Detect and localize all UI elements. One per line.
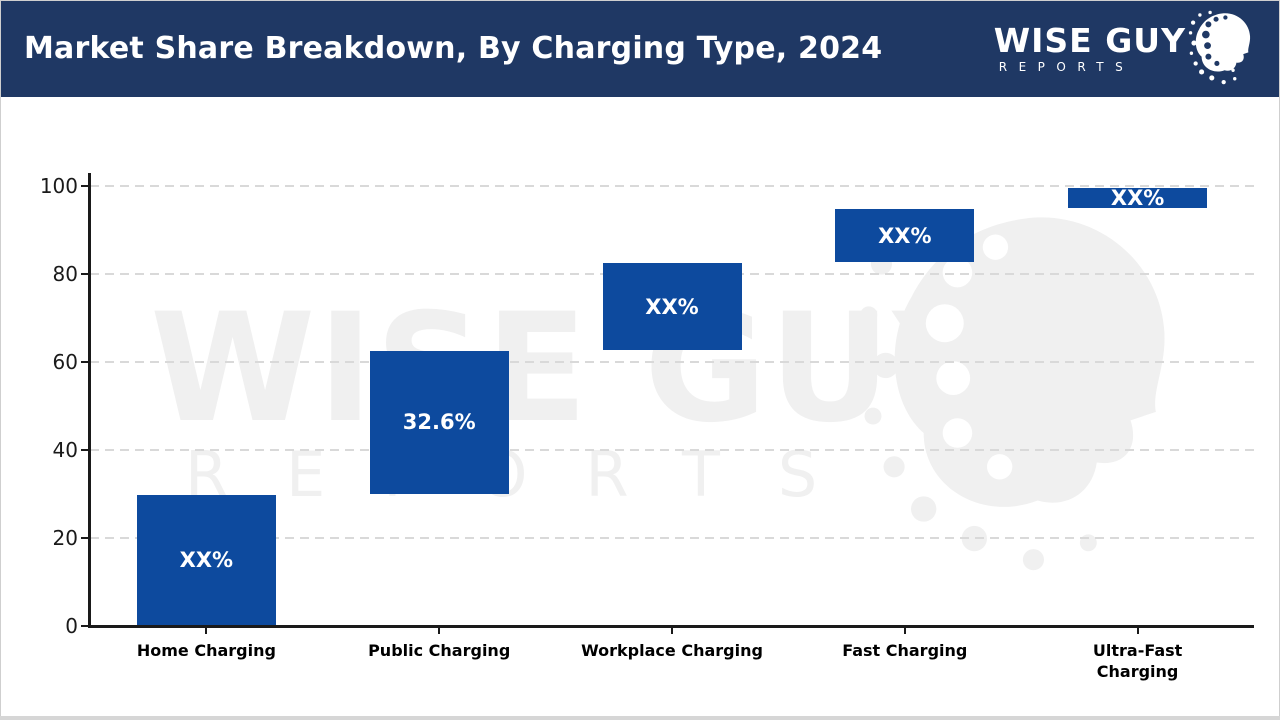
y-tick-label: 80 [52,262,78,286]
y-tick [81,449,89,451]
x-category-label: Workplace Charging [581,641,763,660]
page-title: Market Share Breakdown, By Charging Type… [24,31,883,66]
bar-5 [1068,187,1208,208]
bar-3 [602,263,742,351]
bar-value-label: XX% [1110,185,1165,210]
x-category-label: Public Charging [368,641,511,660]
x-axis-spine [88,624,1254,628]
y-tick-label: 100 [39,174,78,198]
x-tick [205,627,208,634]
bar-value-label: XX% [179,548,234,573]
wiseguy-logo-text: WISE GUY REPORTS [993,20,1186,74]
dotted-head-profile-icon [1188,10,1251,84]
y-tick-label: 0 [65,614,78,638]
bar-value-label: XX% [645,294,699,319]
x-tick [671,627,673,634]
bar-4 [835,208,975,263]
y-tick-label: 40 [52,438,78,462]
gridline [90,185,1254,187]
y-tick [81,185,89,187]
watermark-wise-guy: WISE GUY [150,282,1004,456]
y-tick [81,537,89,539]
bottom-divider [0,716,1280,720]
gridline [90,449,1254,451]
y-tick [81,361,89,363]
bar-value-label: XX% [878,223,932,248]
x-category-label: Fast Charging [842,641,968,660]
y-tick-label: 60 [52,350,78,374]
x-tick [903,627,906,634]
x-tick [438,627,441,634]
bar-1 [136,494,276,626]
logo-wise-guy-label: WISE GUY [993,20,1186,60]
wiseguy-logo: WISE GUY REPORTS [994,10,1256,88]
gridline [90,537,1254,539]
y-tick [81,273,89,275]
y-axis-spine [88,173,91,628]
x-category-label: Home Charging [136,641,276,660]
bar-value-label: 32.6% [402,410,476,435]
bar-2 [369,350,509,494]
logo-reports-label: REPORTS [998,59,1135,74]
y-tick-label: 20 [52,526,78,550]
header-bar: Market Share Breakdown, By Charging Type… [0,0,1280,97]
gridline [90,361,1254,363]
x-tick [1136,627,1139,634]
x-category-label: Ultra-Fast Charging [1092,641,1183,681]
y-tick [81,625,89,627]
